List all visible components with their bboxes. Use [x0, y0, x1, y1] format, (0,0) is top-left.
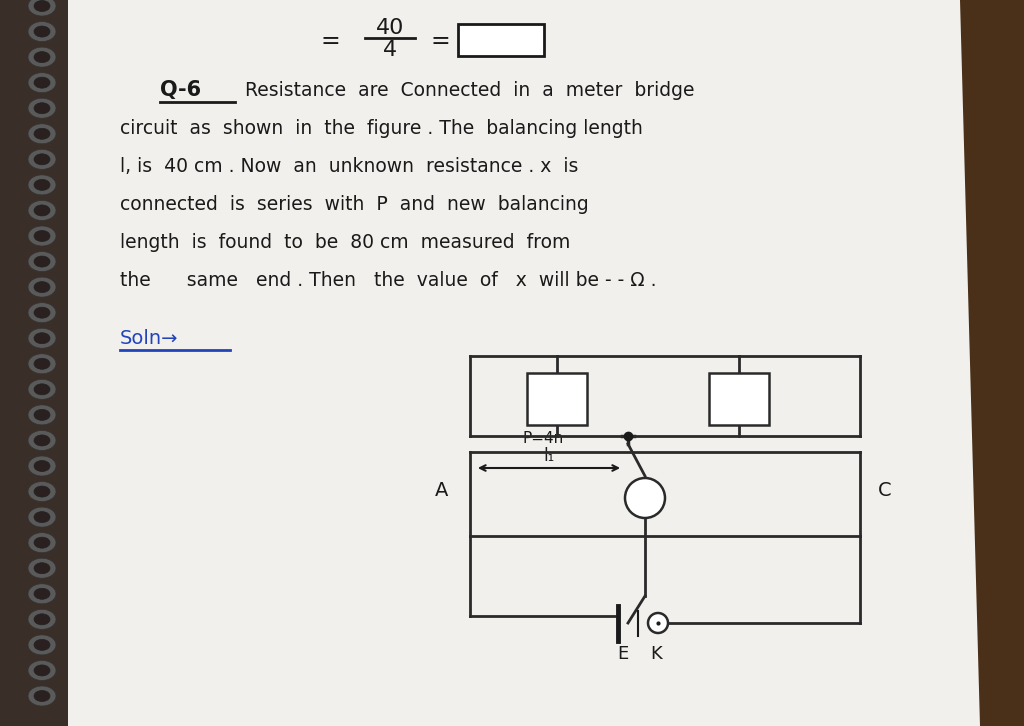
Ellipse shape	[28, 73, 56, 93]
Circle shape	[625, 478, 665, 518]
Ellipse shape	[34, 588, 50, 599]
Ellipse shape	[28, 251, 56, 272]
Ellipse shape	[28, 175, 56, 195]
Ellipse shape	[28, 379, 56, 399]
Text: Q-6: Q-6	[160, 80, 201, 100]
Ellipse shape	[28, 481, 56, 502]
Ellipse shape	[34, 640, 50, 650]
Text: 10A: 10A	[480, 30, 521, 50]
Ellipse shape	[28, 328, 56, 348]
Ellipse shape	[34, 154, 50, 165]
Ellipse shape	[28, 277, 56, 297]
Text: 40: 40	[376, 18, 404, 38]
Ellipse shape	[34, 26, 50, 37]
FancyBboxPatch shape	[709, 373, 769, 425]
Polygon shape	[500, 0, 1024, 726]
FancyBboxPatch shape	[527, 373, 587, 425]
Text: Resistance  are  Connected  in  a  meter  bridge: Resistance are Connected in a meter brid…	[245, 81, 694, 99]
Ellipse shape	[34, 690, 50, 701]
Ellipse shape	[34, 307, 50, 318]
Text: circuit  as  shown  in  the  figure . The  balancing length: circuit as shown in the figure . The bal…	[120, 118, 643, 137]
Ellipse shape	[28, 431, 56, 450]
Text: E: E	[617, 645, 629, 663]
Ellipse shape	[34, 486, 50, 497]
Ellipse shape	[28, 354, 56, 374]
Ellipse shape	[34, 460, 50, 471]
Ellipse shape	[34, 512, 50, 523]
Text: the      same   end . Then   the  value  of   x  will be - - Ω .: the same end . Then the value of x will …	[120, 271, 656, 290]
Ellipse shape	[34, 409, 50, 420]
Ellipse shape	[28, 22, 56, 41]
Circle shape	[648, 613, 668, 633]
Ellipse shape	[28, 200, 56, 221]
Ellipse shape	[34, 230, 50, 242]
Ellipse shape	[28, 405, 56, 425]
Ellipse shape	[28, 303, 56, 322]
Text: connected  is  series  with  P  and  new  balancing: connected is series with P and new balan…	[120, 195, 589, 213]
Text: A: A	[434, 481, 449, 500]
Text: P=4n: P=4n	[523, 431, 564, 446]
Ellipse shape	[28, 686, 56, 706]
Ellipse shape	[28, 533, 56, 552]
Ellipse shape	[34, 1, 50, 12]
Ellipse shape	[34, 333, 50, 343]
Text: P: P	[552, 390, 562, 408]
Ellipse shape	[34, 537, 50, 548]
Ellipse shape	[34, 614, 50, 625]
Ellipse shape	[28, 98, 56, 118]
Ellipse shape	[28, 47, 56, 67]
Ellipse shape	[34, 282, 50, 293]
Text: =: =	[321, 29, 340, 53]
Ellipse shape	[28, 584, 56, 604]
Ellipse shape	[34, 102, 50, 114]
Ellipse shape	[34, 563, 50, 574]
Ellipse shape	[28, 609, 56, 629]
Ellipse shape	[34, 52, 50, 62]
Ellipse shape	[28, 456, 56, 476]
Ellipse shape	[28, 661, 56, 680]
Ellipse shape	[34, 358, 50, 370]
Ellipse shape	[34, 77, 50, 88]
Ellipse shape	[34, 179, 50, 190]
Ellipse shape	[34, 256, 50, 267]
Ellipse shape	[28, 150, 56, 169]
Ellipse shape	[34, 665, 50, 676]
Text: G: G	[639, 491, 651, 505]
FancyBboxPatch shape	[458, 24, 544, 56]
Ellipse shape	[34, 384, 50, 395]
Text: l, is  40 cm . Now  an  unknown  resistance . x  is: l, is 40 cm . Now an unknown resistance …	[120, 157, 579, 176]
Text: K: K	[650, 645, 662, 663]
Text: 4: 4	[383, 40, 397, 60]
Ellipse shape	[34, 205, 50, 216]
Text: Q: Q	[732, 390, 745, 408]
Ellipse shape	[28, 0, 56, 16]
Ellipse shape	[34, 435, 50, 446]
Text: length  is  found  to  be  80 cm  measured  from: length is found to be 80 cm measured fro…	[120, 232, 570, 251]
Text: =: =	[430, 29, 450, 53]
Ellipse shape	[28, 226, 56, 246]
Ellipse shape	[28, 635, 56, 655]
Text: l₁: l₁	[544, 447, 555, 465]
Ellipse shape	[28, 123, 56, 144]
Text: C: C	[878, 481, 892, 500]
Ellipse shape	[28, 507, 56, 527]
Polygon shape	[68, 0, 980, 726]
Polygon shape	[600, 0, 1024, 726]
Ellipse shape	[28, 558, 56, 578]
Ellipse shape	[34, 129, 50, 139]
Text: Soln→: Soln→	[120, 328, 178, 348]
